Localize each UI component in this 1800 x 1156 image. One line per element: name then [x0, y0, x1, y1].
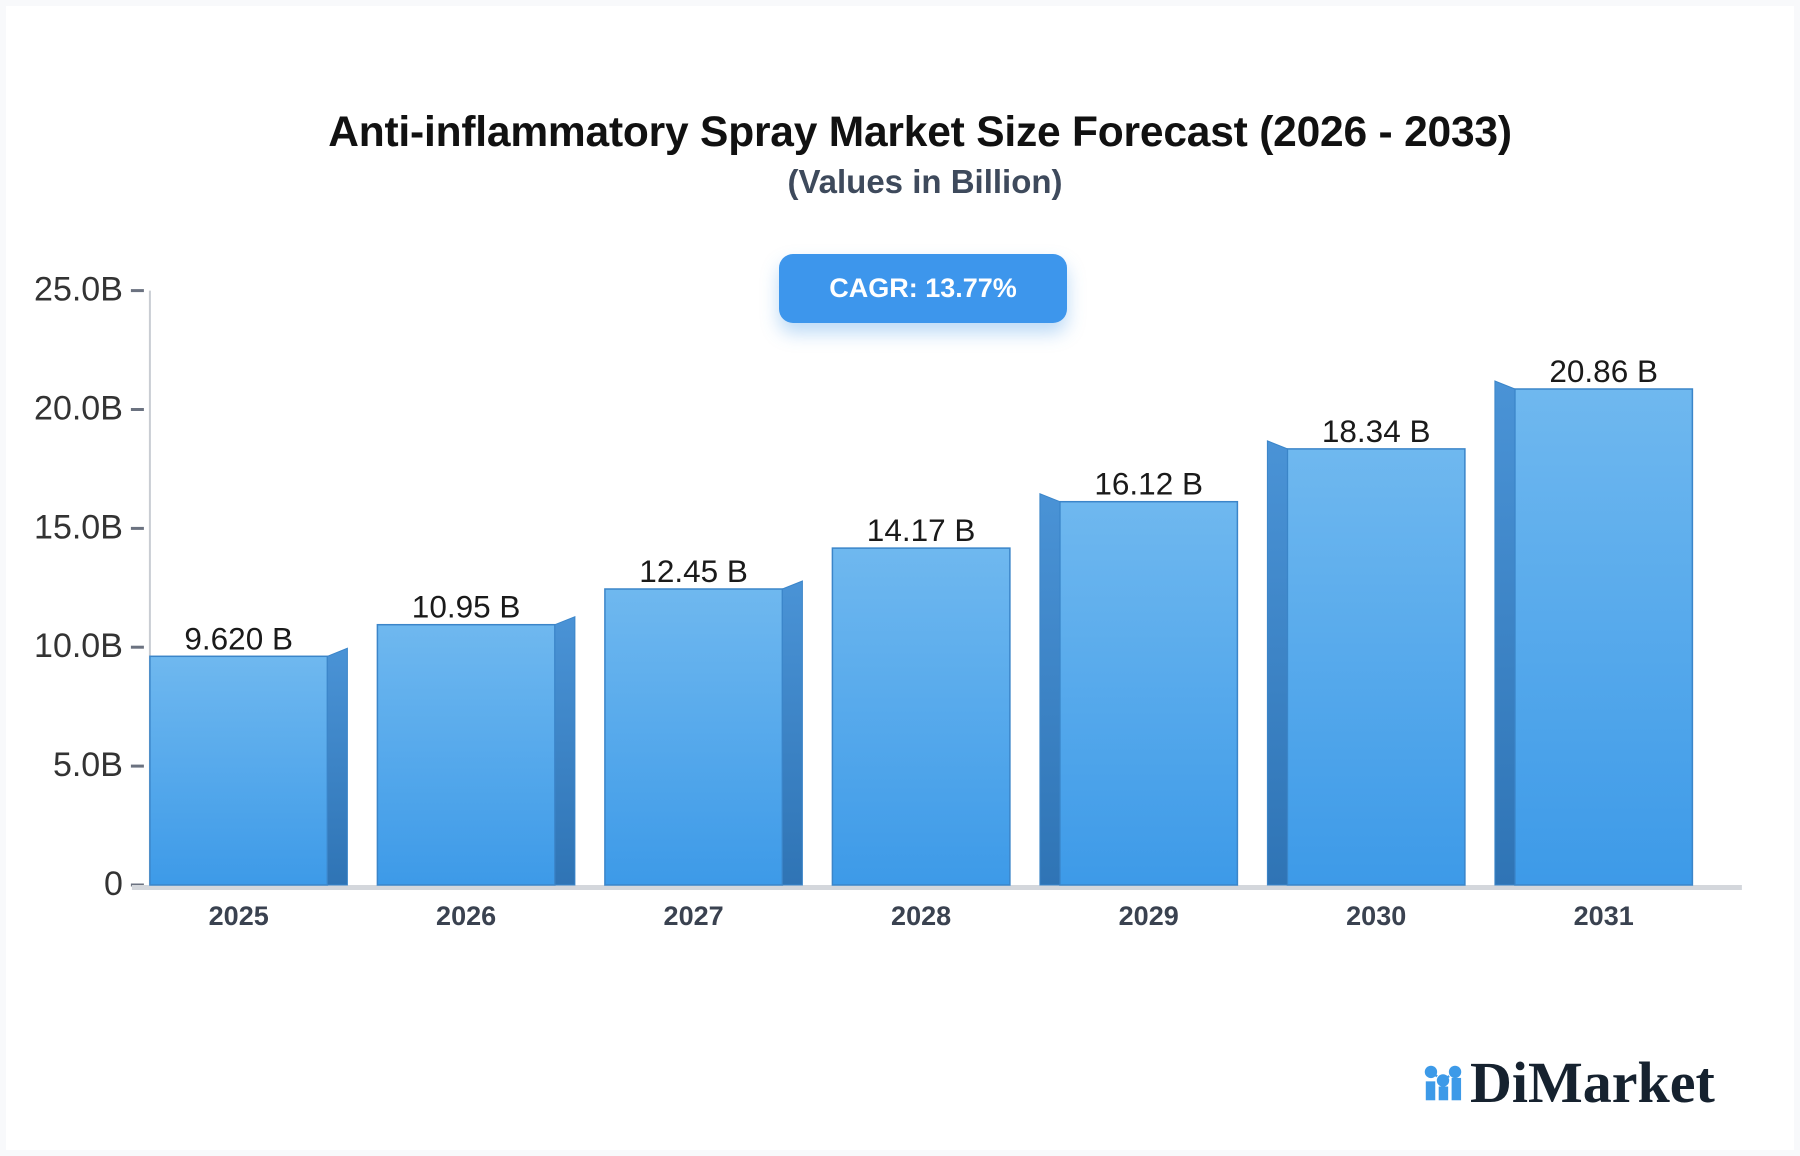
svg-text:2028: 2028 [891, 901, 951, 931]
svg-text:2030: 2030 [1346, 901, 1406, 931]
svg-text:18.34 B: 18.34 B [1322, 413, 1431, 449]
svg-text:9.620 B: 9.620 B [184, 620, 293, 656]
svg-text:2026: 2026 [436, 901, 496, 931]
svg-text:14.17 B: 14.17 B [867, 512, 976, 548]
svg-text:20.86 B: 20.86 B [1549, 353, 1658, 389]
svg-text:5.0B: 5.0B [53, 746, 123, 784]
svg-text:12.45 B: 12.45 B [639, 553, 748, 589]
svg-text:2029: 2029 [1119, 901, 1179, 931]
svg-text:15.0B: 15.0B [34, 508, 123, 546]
svg-text:2025: 2025 [209, 901, 269, 931]
svg-text:0: 0 [104, 865, 123, 903]
svg-text:20.0B: 20.0B [34, 390, 123, 428]
svg-text:2031: 2031 [1574, 901, 1634, 931]
svg-text:10.95 B: 10.95 B [412, 589, 521, 625]
svg-text:16.12 B: 16.12 B [1094, 466, 1203, 502]
svg-text:2027: 2027 [664, 901, 724, 931]
svg-text:25.0B: 25.0B [34, 271, 123, 309]
svg-text:10.0B: 10.0B [34, 627, 123, 665]
